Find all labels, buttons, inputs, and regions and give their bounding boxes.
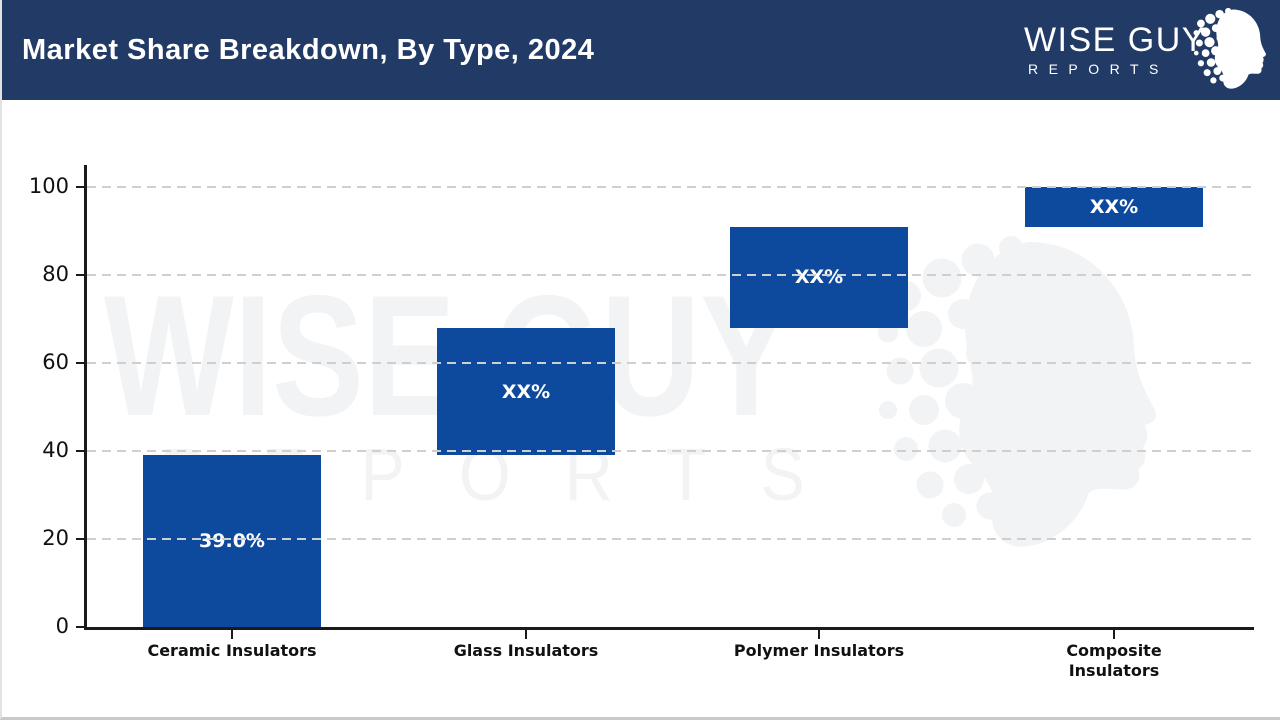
header-banner: Market Share Breakdown, By Type, 2024 WI… — [2, 0, 1280, 100]
y-tick-label-100: 100 — [28, 174, 69, 198]
gridline-y20 — [87, 538, 1254, 540]
y-tick-80 — [76, 274, 85, 276]
y-tick-40 — [76, 450, 85, 452]
wise-guy-logo: WISE GUY REPORTS — [1024, 6, 1268, 94]
y-tick-label-20: 20 — [42, 526, 69, 550]
gridline-y80 — [87, 274, 1254, 276]
page-title: Market Share Breakdown, By Type, 2024 — [22, 33, 595, 66]
gridline-y40 — [87, 450, 1254, 452]
x-axis — [84, 627, 1254, 630]
x-tick-label-3: Polymer Insulators — [733, 641, 905, 660]
y-tick-label-80: 80 — [42, 262, 69, 286]
x-tick-label-2: Glass Insulators — [453, 641, 599, 660]
gridline-y100 — [87, 186, 1254, 188]
x-tick-label-4: Composite Insulators — [1066, 641, 1162, 680]
x-tick-1 — [231, 630, 233, 639]
x-tick-4 — [1113, 630, 1115, 639]
bar-value-label: 39.0% — [199, 530, 265, 553]
logo-wordmark: WISE GUY REPORTS — [1023, 20, 1206, 78]
logo-wordmark-line2: REPORTS — [1027, 61, 1169, 78]
x-tick-label-1: Ceramic Insulators — [147, 641, 317, 660]
x-tick-3 — [818, 630, 820, 639]
y-tick-0 — [76, 626, 85, 628]
bar-ceramic-insulators: 39.0% — [143, 455, 321, 627]
bar-value-label: XX% — [501, 380, 551, 403]
gridline-y60 — [87, 362, 1254, 364]
bar-value-label: XX% — [1089, 195, 1139, 218]
watermark-head-icon — [864, 226, 1164, 570]
y-tick-60 — [76, 362, 85, 364]
logo-wordmark-line1: WISE GUY — [1023, 20, 1206, 59]
y-tick-100 — [76, 186, 85, 188]
y-tick-label-0: 0 — [55, 614, 69, 638]
x-tick-2 — [525, 630, 527, 639]
bar-glass-insulators: XX% — [437, 327, 615, 456]
bar-composite-insulators: XX% — [1025, 187, 1203, 227]
y-tick-20 — [76, 538, 85, 540]
y-tick-label-60: 60 — [42, 350, 69, 374]
bar-polymer-insulators: XX% — [730, 226, 908, 328]
bar-value-label: XX% — [794, 266, 844, 289]
y-tick-label-40: 40 — [42, 438, 69, 462]
y-axis — [84, 165, 87, 630]
